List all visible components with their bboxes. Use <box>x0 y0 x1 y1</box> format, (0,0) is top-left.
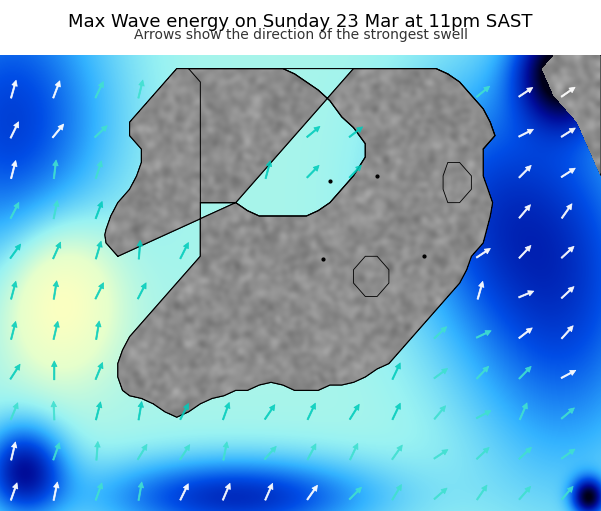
Text: Max Wave energy on Sunday 23 Mar at 11pm SAST: Max Wave energy on Sunday 23 Mar at 11pm… <box>69 13 532 31</box>
Text: Arrows show the direction of the strongest swell: Arrows show the direction of the stronge… <box>133 28 468 42</box>
Polygon shape <box>542 55 601 176</box>
Polygon shape <box>105 68 495 417</box>
